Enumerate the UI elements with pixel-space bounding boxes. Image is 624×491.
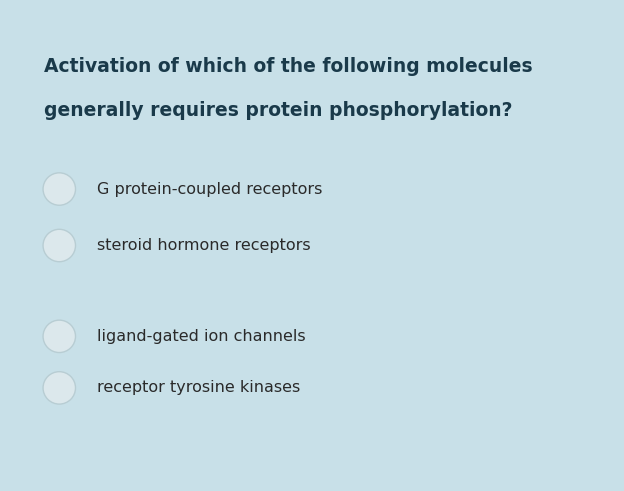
Ellipse shape [43,173,76,205]
Ellipse shape [43,372,76,404]
Text: Activation of which of the following molecules: Activation of which of the following mol… [44,57,532,76]
Text: generally requires protein phosphorylation?: generally requires protein phosphorylati… [44,101,512,120]
Text: receptor tyrosine kinases: receptor tyrosine kinases [97,381,300,395]
Ellipse shape [43,320,76,353]
Text: steroid hormone receptors: steroid hormone receptors [97,238,310,253]
Text: ligand-gated ion channels: ligand-gated ion channels [97,329,305,344]
Ellipse shape [43,229,76,262]
Text: G protein-coupled receptors: G protein-coupled receptors [97,182,322,196]
